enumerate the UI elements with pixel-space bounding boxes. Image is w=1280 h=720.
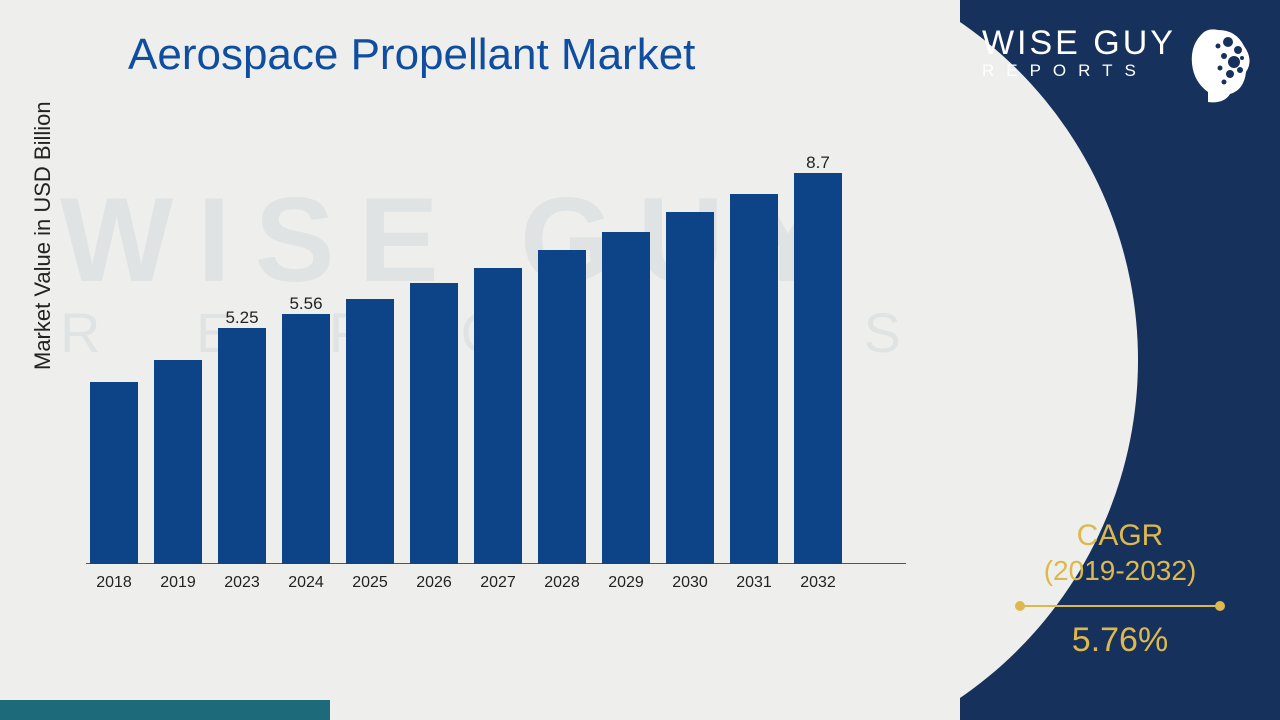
bottom-accent-strip [0,700,330,720]
bars-container: 2018 2019 5.252023 5.562024 2025 2026 2027 2028… [86,160,906,564]
x-category-label: 2026 [410,574,458,592]
cagr-divider [1020,605,1220,607]
bar [538,250,586,564]
brand-line2: REPORTS [982,61,1176,81]
bar-slot: 2031 [730,194,778,564]
bar-value-label: 5.25 [218,308,266,328]
x-category-label: 2018 [90,574,138,592]
bar-slot: 2025 [346,299,394,564]
brand-line1: WISE GUY [982,24,1176,63]
bar [474,268,522,564]
bar [154,360,202,564]
page-root: WISE GUY R E P O R T S Aerospace Propell… [0,0,1280,720]
x-category-label: 2027 [474,574,522,592]
brand-text: WISE GUY REPORTS [982,24,1176,81]
x-category-label: 2028 [538,574,586,592]
bar-slot: 5.252023 [218,328,266,564]
brand-logo: WISE GUY REPORTS [982,24,1254,104]
x-category-label: 2025 [346,574,394,592]
cagr-range: (2019-2032) [990,555,1250,587]
bar-slot: 2029 [602,232,650,564]
bar-slot: 2026 [410,283,458,564]
bar-slot: 2028 [538,250,586,564]
bar-value-label: 5.56 [282,294,330,314]
bar [218,328,266,564]
x-category-label: 2019 [154,574,202,592]
x-category-label: 2031 [730,574,778,592]
bar-chart: 2018 2019 5.252023 5.562024 2025 2026 2027 2028… [86,160,906,580]
chart-title: Aerospace Propellant Market [128,30,695,80]
bar [410,283,458,564]
x-category-label: 2024 [282,574,330,592]
bar [666,212,714,564]
bar [90,382,138,564]
x-category-label: 2032 [794,574,842,592]
bar [602,232,650,564]
x-category-label: 2023 [218,574,266,592]
bar [794,173,842,564]
bar-slot: 2027 [474,268,522,564]
bar [730,194,778,564]
y-axis-label: Market Value in USD Billion [30,101,56,370]
brain-head-icon [1184,24,1254,104]
cagr-block: CAGR (2019-2032) 5.76% [990,519,1250,660]
bar-value-label: 8.7 [794,153,842,173]
x-category-label: 2029 [602,574,650,592]
bar-slot: 2019 [154,360,202,564]
cagr-label: CAGR [990,519,1250,553]
cagr-value: 5.76% [990,621,1250,660]
bar-slot: 8.72032 [794,173,842,564]
bar-slot: 2030 [666,212,714,564]
bar-slot: 5.562024 [282,314,330,564]
x-category-label: 2030 [666,574,714,592]
bar [346,299,394,564]
bar [282,314,330,564]
bar-slot: 2018 [90,382,138,564]
